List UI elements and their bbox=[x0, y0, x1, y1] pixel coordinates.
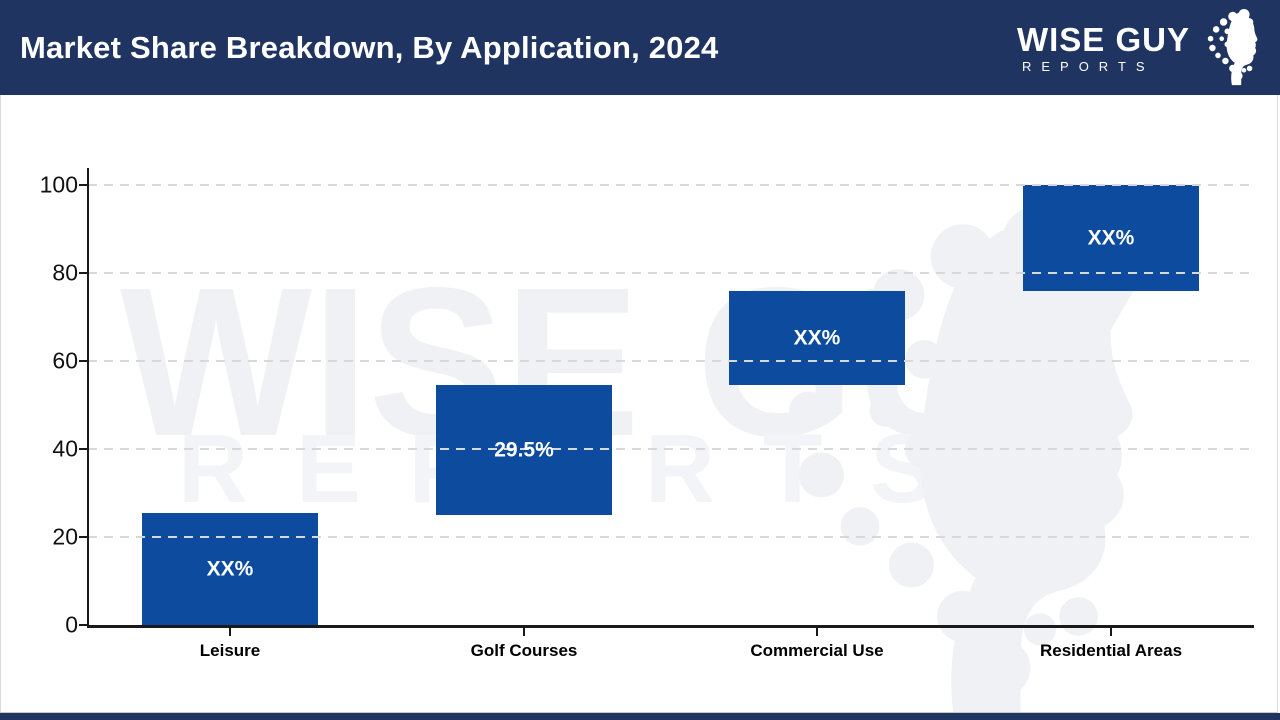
y-tick-80 bbox=[79, 272, 87, 274]
y-tick-label-60: 60 bbox=[52, 347, 78, 374]
y-tick-40 bbox=[79, 448, 87, 450]
category-label-residential-areas: Residential Areas bbox=[1039, 641, 1183, 660]
bar-value-label-1: XX% bbox=[206, 557, 254, 581]
y-tick-label-80: 80 bbox=[52, 259, 78, 286]
y-tick-60 bbox=[79, 360, 87, 362]
wise-guy-head-icon bbox=[1207, 8, 1258, 85]
y-tick-0 bbox=[79, 624, 87, 626]
y-tick-label-40: 40 bbox=[52, 435, 78, 462]
y-tick-label-100: 100 bbox=[39, 171, 78, 198]
category-label-commercial-use: Commercial Use bbox=[750, 641, 884, 660]
bar-leisure bbox=[142, 512, 318, 625]
gridline-20 bbox=[88, 536, 1254, 538]
y-tick-label-20: 20 bbox=[52, 523, 78, 550]
x-axis-line bbox=[87, 625, 1254, 628]
y-tick-100 bbox=[79, 184, 87, 186]
header-bar: Market Share Breakdown, By Application, … bbox=[0, 0, 1280, 95]
page-title: Market Share Breakdown, By Application, … bbox=[20, 29, 719, 65]
brand-name: WISE GUY bbox=[1016, 20, 1190, 58]
bar-value-label-3: XX% bbox=[793, 326, 841, 350]
gridline-40 bbox=[88, 448, 1254, 450]
y-tick-label-0: 0 bbox=[65, 611, 78, 638]
brand-logo: WISE GUY REPORTS bbox=[1017, 8, 1262, 87]
footer-bar bbox=[0, 713, 1280, 720]
category-label-leisure: Leisure bbox=[199, 641, 261, 660]
gridline-80 bbox=[88, 272, 1254, 274]
bar-value-label-2: 29.5% bbox=[494, 438, 554, 462]
brand-logo-text: WISE GUY REPORTS bbox=[1017, 23, 1190, 73]
y-tick-20 bbox=[79, 536, 87, 538]
x-tick-1 bbox=[229, 628, 231, 636]
brand-subtitle: REPORTS bbox=[1021, 58, 1155, 74]
x-tick-2 bbox=[523, 628, 525, 636]
gridline-100 bbox=[88, 184, 1254, 186]
bar-golf-courses bbox=[436, 385, 612, 515]
gridline-60 bbox=[88, 360, 1254, 362]
category-label-golf-courses: Golf Courses bbox=[470, 641, 578, 660]
y-axis-line bbox=[87, 168, 89, 627]
bar-value-label-4: XX% bbox=[1087, 226, 1135, 250]
